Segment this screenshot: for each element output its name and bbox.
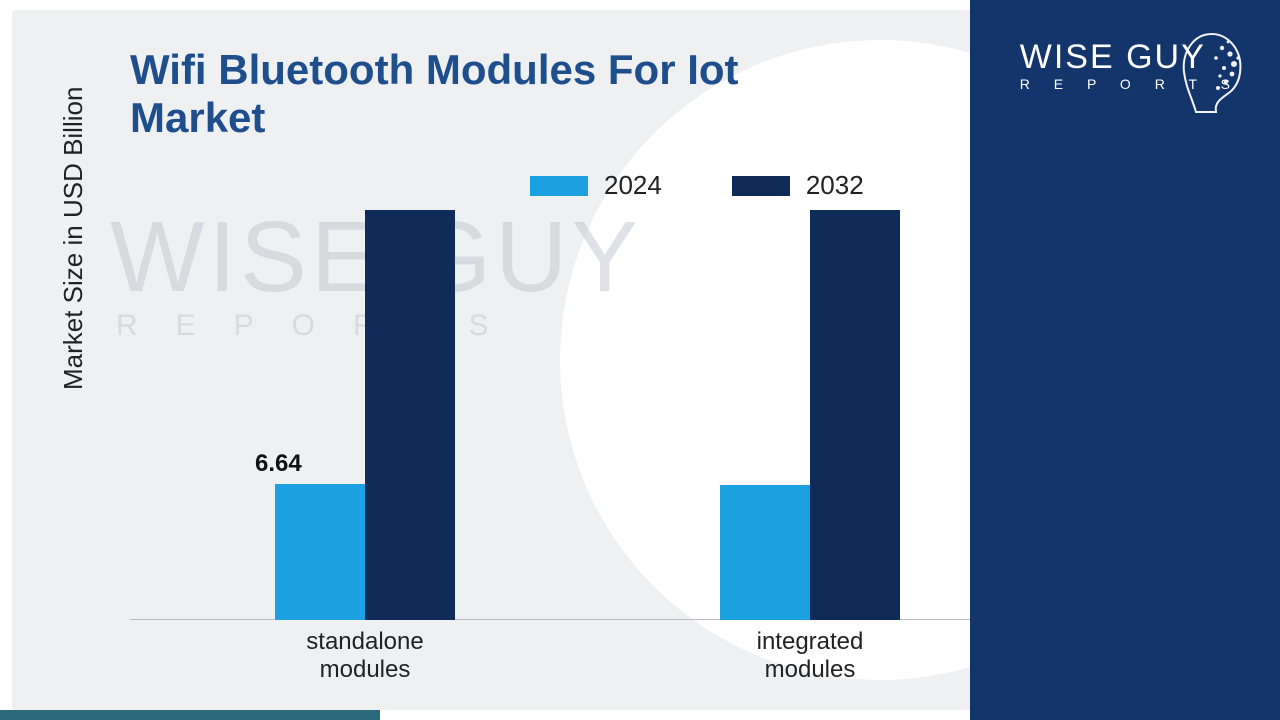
legend-swatch <box>530 176 588 196</box>
logo-line2: R E P O R T S <box>1020 76 1240 92</box>
bar <box>720 485 810 620</box>
bar-group: 6.64standalone modules <box>240 210 490 620</box>
y-axis-label: Market Size in USD Billion <box>58 87 89 390</box>
plot-area: 6.64standalone modules integrated modules <box>130 210 970 620</box>
legend: 2024 2032 <box>530 170 864 201</box>
bar <box>810 210 900 620</box>
footer-accent-bar <box>0 710 380 720</box>
category-label: standalone modules <box>275 628 455 683</box>
chart-title: Wifi Bluetooth Modules For Iot Market <box>130 46 770 143</box>
brand-logo: WISE GUY R E P O R T S <box>1020 40 1240 92</box>
legend-label: 2024 <box>604 170 662 201</box>
bar-group: integrated modules <box>685 210 935 620</box>
bar <box>365 210 455 620</box>
legend-item-2032: 2032 <box>732 170 864 201</box>
logo-line1: WISE GUY <box>1020 40 1240 74</box>
bar <box>275 484 365 620</box>
legend-label: 2032 <box>806 170 864 201</box>
category-label: integrated modules <box>720 628 900 683</box>
legend-swatch <box>732 176 790 196</box>
legend-item-2024: 2024 <box>530 170 662 201</box>
bar-value-label: 6.64 <box>255 450 302 478</box>
